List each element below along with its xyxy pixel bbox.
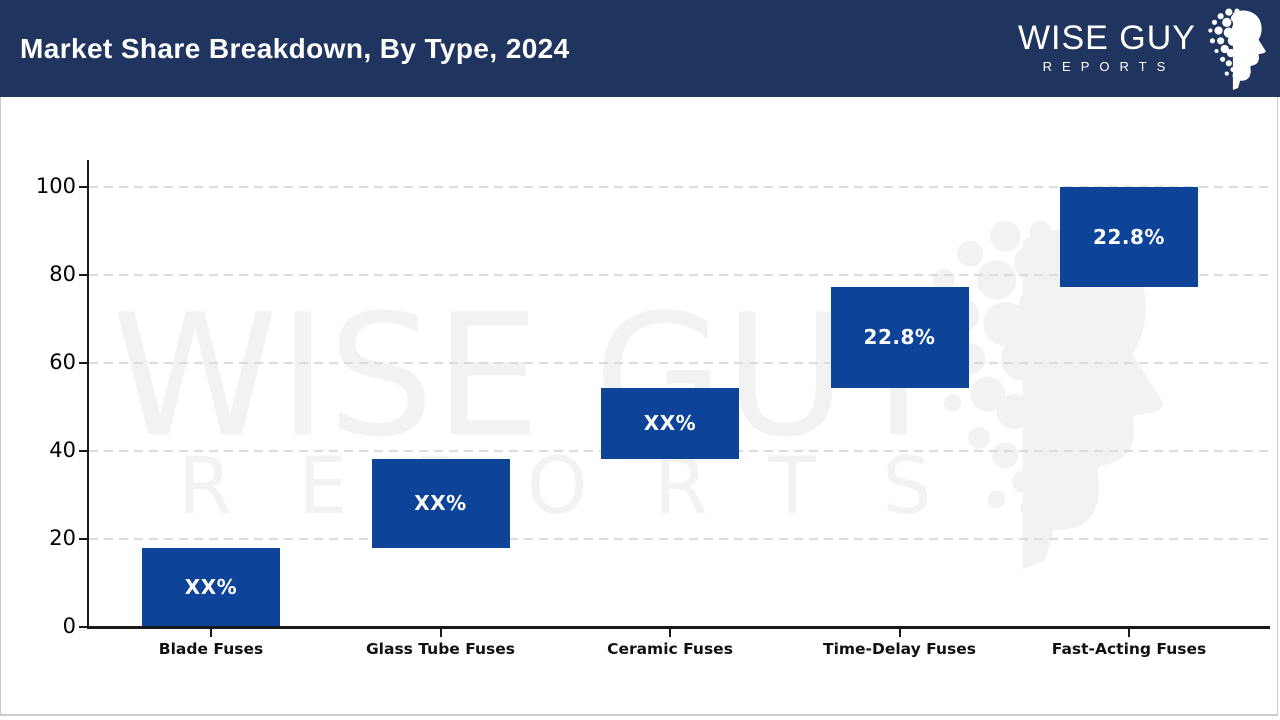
x-tick [898,629,901,637]
x-axis-line [87,626,1270,629]
watermark-wordmark: WISE GUY [112,278,950,474]
x-category-label: Ceramic Fuses [607,640,733,658]
x-tick [439,629,442,637]
x-tick [669,629,671,637]
bar: XX% [371,458,510,548]
header-band: Market Share Breakdown, By Type, 2024 WI… [0,0,1280,97]
bar-value-label: 22.8% [863,325,936,350]
bar-value-label: 22.8% [1093,225,1165,250]
face-profile-icon [1208,8,1266,90]
x-tick [1128,629,1130,637]
bar-value-label: XX% [414,491,467,516]
bar: XX% [601,387,739,459]
x-category-label: Time-Delay Fuses [823,640,976,658]
y-axis-line [87,160,89,628]
gridline [89,186,1270,188]
x-category-label: Blade Fuses [158,640,264,658]
x-category-label: Glass Tube Fuses [365,640,516,658]
y-tick [79,186,87,188]
bar: 22.8% [1060,187,1198,288]
watermark-subtitle: REPORTS [178,442,998,532]
x-category-label: Fast-Acting Fuses [1051,640,1207,658]
y-tick-label: 80 [49,262,76,286]
y-tick-label: 60 [49,350,76,374]
gridline [89,274,1270,276]
y-tick-label: 40 [49,438,76,462]
logo-text: WISE GUY REPORTS [1017,19,1196,75]
x-tick [210,629,212,637]
y-tick [79,538,87,540]
bar: 22.8% [830,287,969,388]
y-tick [79,362,87,364]
y-tick-label: 20 [49,526,76,550]
y-tick [79,450,87,452]
y-tick-label: 0 [62,614,76,638]
gridline [89,362,1270,364]
y-tick-label: 100 [35,174,76,198]
bar-value-label: XX% [184,575,238,600]
logo-wordmark: WISE GUY [1017,19,1196,57]
gridline [89,538,1270,540]
bar-value-label: XX% [643,411,697,436]
logo-subtitle: REPORTS [1042,59,1176,75]
page-title: Market Share Breakdown, By Type, 2024 [20,32,570,64]
y-tick [79,274,87,276]
brain-dots [1208,8,1252,79]
y-tick [79,626,87,628]
wise-guy-logo: WISE GUY REPORTS [1012,6,1268,92]
bar: XX% [142,547,280,627]
